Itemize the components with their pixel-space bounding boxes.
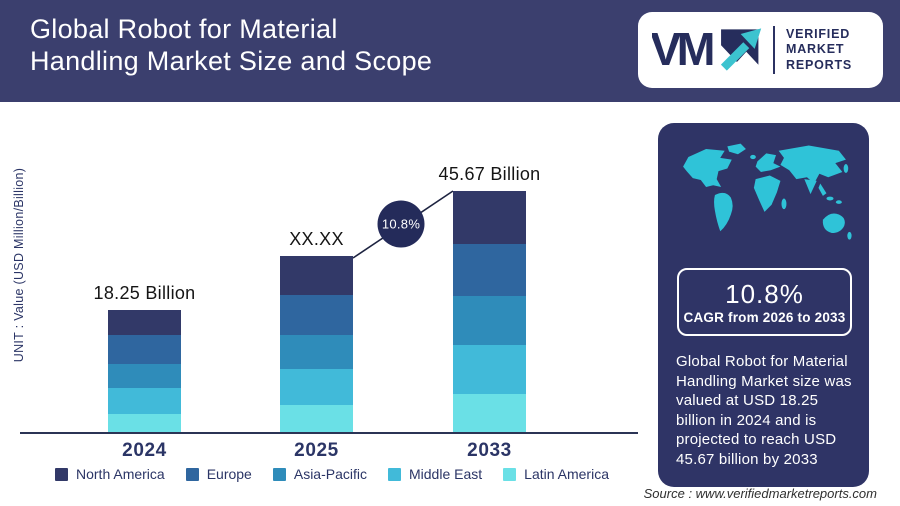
bar-2024: 18.25 Billion bbox=[94, 283, 195, 432]
legend-item-latin-america: Latin America bbox=[503, 466, 609, 482]
bar-segment-asia-pacific bbox=[108, 364, 181, 389]
brand-line-market: MARKET bbox=[786, 42, 845, 57]
bar-segment-north-america bbox=[280, 256, 353, 296]
brand-line-verified: VERIFIED bbox=[786, 26, 851, 41]
bar-2025: XX.XX bbox=[280, 229, 353, 432]
bar-segment-middle-east bbox=[280, 368, 353, 406]
legend-label: Latin America bbox=[524, 466, 609, 482]
bar-total-label-2033: 45.67 Billion bbox=[438, 164, 541, 184]
vmr-logo: VM VERIFIED MARKET REPORTS bbox=[638, 12, 883, 88]
legend-item-north-america: North America bbox=[55, 466, 165, 482]
bar-segment-north-america bbox=[108, 310, 181, 335]
bar-segment-asia-pacific bbox=[453, 296, 526, 345]
page-title-line2: Handling Market Size and Scope bbox=[30, 46, 433, 76]
source-note: Source : www.verifiedmarketreports.com bbox=[643, 486, 877, 501]
bar-segment-asia-pacific bbox=[280, 335, 353, 369]
x-axis-label-2024: 2024 bbox=[122, 440, 167, 461]
bar-total-label-2024: 18.25 Billion bbox=[93, 283, 196, 303]
page-title-line1: Global Robot for Material bbox=[30, 14, 338, 44]
cagr-box: 10.8% CAGR from 2026 to 2033 bbox=[677, 268, 852, 336]
x-axis-label-2025: 2025 bbox=[294, 440, 339, 461]
legend-label: Asia-Pacific bbox=[293, 466, 367, 482]
legend-label: North America bbox=[76, 466, 165, 482]
logo-divider bbox=[773, 26, 775, 74]
svg-text:VM: VM bbox=[652, 22, 713, 73]
legend-item-asia-pacific: Asia-Pacific bbox=[272, 466, 367, 482]
chart-legend: North America Europe Asia-Pacific Middle Ea… bbox=[55, 466, 609, 482]
bar-total-label-2025: XX.XX bbox=[289, 229, 344, 249]
legend-item-middle-east: Middle East bbox=[388, 466, 482, 482]
cagr-value: 10.8% bbox=[725, 278, 804, 309]
bar-segment-latin-america bbox=[453, 393, 526, 432]
legend-label: Europe bbox=[206, 466, 252, 482]
x-axis-label-2033: 2033 bbox=[467, 440, 512, 461]
vmr-logo-icon: VM bbox=[650, 22, 764, 79]
stacked-bar-chart: 10.8% 18.25 Billion XX.XX 45.67 Billion bbox=[20, 120, 638, 434]
brand-name: VERIFIED MARKET REPORTS bbox=[786, 27, 852, 74]
bar-segment-europe bbox=[453, 244, 526, 297]
bar-segment-latin-america bbox=[108, 414, 181, 432]
bar-segment-europe bbox=[280, 295, 353, 335]
bar-segment-middle-east bbox=[108, 388, 181, 415]
bar-2033: 45.67 Billion bbox=[439, 164, 540, 432]
bar-segment-latin-america bbox=[280, 405, 353, 432]
legend-swatch-icon bbox=[185, 467, 199, 481]
legend-swatch-icon bbox=[272, 467, 286, 481]
growth-rate-badge: 10.8% bbox=[377, 200, 425, 248]
cagr-period-label: CAGR from 2026 to 2033 bbox=[683, 309, 846, 325]
world-map bbox=[676, 137, 853, 258]
legend-swatch-icon bbox=[503, 467, 517, 481]
legend-label: Middle East bbox=[409, 466, 483, 482]
page-title: Global Robot for Material Handling Marke… bbox=[30, 13, 432, 77]
x-axis-labels: 2024 2025 2033 bbox=[20, 440, 638, 466]
summary-panel: 10.8% CAGR from 2026 to 2033 Global Robo… bbox=[658, 123, 869, 487]
header-bar: Global Robot for Material Handling Marke… bbox=[0, 0, 900, 102]
legend-swatch-icon bbox=[388, 467, 401, 481]
bar-segment-north-america bbox=[453, 191, 526, 245]
market-summary-text: Global Robot for Material Handling Marke… bbox=[676, 353, 852, 468]
legend-item-europe: Europe bbox=[185, 466, 252, 482]
legend-swatch-icon bbox=[55, 467, 68, 481]
brand-line-reports: REPORTS bbox=[786, 57, 853, 72]
bar-segment-middle-east bbox=[453, 344, 526, 394]
bar-segment-europe bbox=[108, 335, 181, 365]
